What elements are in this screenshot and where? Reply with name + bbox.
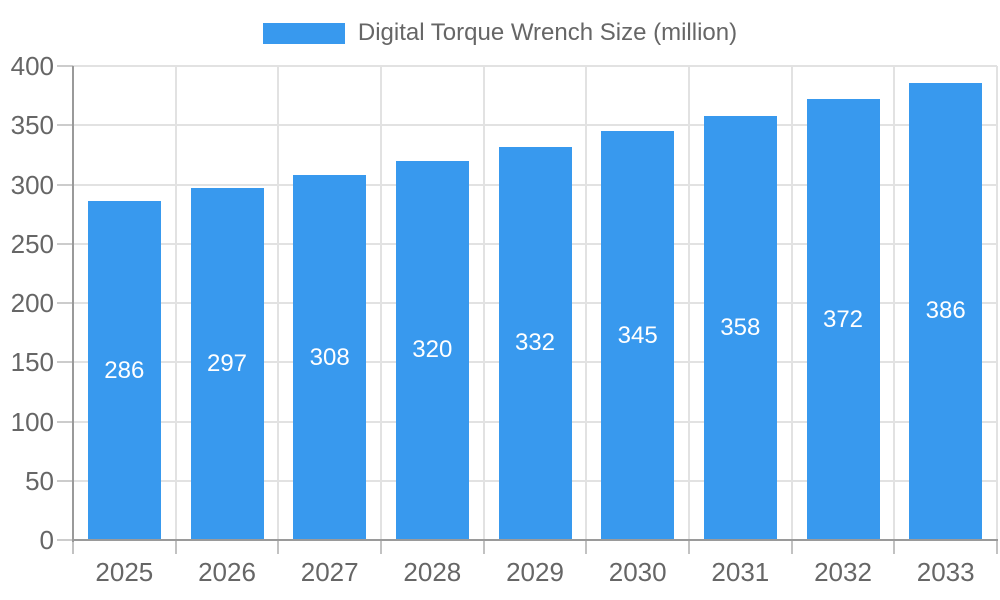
bar-2031[interactable]: 358 [703,115,777,540]
bar-2026[interactable]: 297 [190,188,264,540]
x-axis-line [72,539,998,541]
x-tick-mark-8 [893,541,896,554]
y-tick-mark-400 [57,65,73,67]
x-axis-label-2027: 2027 [300,557,359,587]
x-tick-mark-5 [585,541,588,554]
y-axis-label-50: 50 [25,465,54,496]
bar-2030[interactable]: 345 [601,131,675,540]
y-tick-mark-50 [57,479,73,482]
bar-value-label-2029: 332 [514,329,556,357]
plot-area: 286 297 308 320 332 345 358 372 386 [73,65,998,540]
bar-2028[interactable]: 320 [395,160,469,540]
y-axis-label-250: 250 [10,228,54,259]
legend-swatch [262,22,345,44]
x-tick-mark-4 [482,541,485,554]
x-axis-label-2032: 2032 [814,557,872,587]
bar-2032[interactable]: 372 [806,99,880,540]
x-axis-label-2031: 2031 [711,557,770,587]
x-axis-label-2025: 2025 [95,557,154,587]
y-axis-label-200: 200 [10,288,54,318]
y-tick-mark-300 [57,183,73,186]
bar-value-label-2033: 386 [925,297,966,325]
bar-2029[interactable]: 332 [498,146,572,540]
v-gridline-2 [277,66,280,540]
y-axis-label-350: 350 [10,110,54,141]
v-gridline-9 [996,66,998,540]
v-gridline-7 [790,66,793,540]
y-tick-mark-150 [57,361,73,364]
x-axis-label-2033: 2033 [916,557,975,587]
x-tick-mark-6 [688,541,690,554]
x-axis-label-2026: 2026 [198,557,256,587]
v-gridline-5 [585,66,588,540]
bar-value-label-2030: 345 [617,321,658,349]
y-tick-mark-0 [57,539,73,541]
bar-value-label-2028: 320 [412,336,453,364]
x-axis-label-2028: 2028 [403,557,462,587]
bar-2025[interactable]: 286 [87,201,161,540]
y-axis-line [72,66,74,542]
x-axis-label-2030: 2030 [608,557,667,587]
x-tick-mark-7 [790,541,793,554]
x-tick-mark-1 [174,541,177,554]
bar-value-label-2027: 308 [309,343,350,371]
chart-legend[interactable]: Digital Torque Wrench Size (million) [0,18,1000,48]
bar-2033[interactable]: 386 [909,82,983,540]
y-axis-label-100: 100 [10,406,54,437]
x-tick-mark-2 [277,541,280,554]
bar-value-label-2031: 358 [720,313,761,341]
y-axis-label-150: 150 [10,347,54,378]
v-gridline-4 [482,66,485,540]
y-axis-label-300: 300 [10,169,54,200]
legend-label: Digital Torque Wrench Size (million) [357,19,738,46]
v-gridline-1 [174,66,177,540]
x-tick-mark-9 [996,541,998,554]
bar-value-label-2032: 372 [822,305,864,333]
h-gridline-400 [73,65,997,67]
bar-value-label-2026: 297 [206,350,248,378]
y-tick-mark-350 [57,124,73,127]
v-gridline-6 [688,66,690,540]
x-axis-label-2029: 2029 [506,557,564,587]
x-tick-mark-3 [380,541,382,554]
h-gridline-350 [73,124,997,127]
v-gridline-8 [893,66,896,540]
y-axis-label-0: 0 [39,525,54,555]
bar-value-label-2025: 286 [104,356,145,384]
x-tick-mark-0 [72,541,74,554]
y-axis-label-400: 400 [10,51,54,81]
bar-2027[interactable]: 308 [293,175,367,540]
y-tick-mark-250 [57,242,73,245]
v-gridline-3 [380,66,382,540]
y-tick-mark-100 [57,420,73,423]
y-tick-mark-200 [57,302,73,304]
